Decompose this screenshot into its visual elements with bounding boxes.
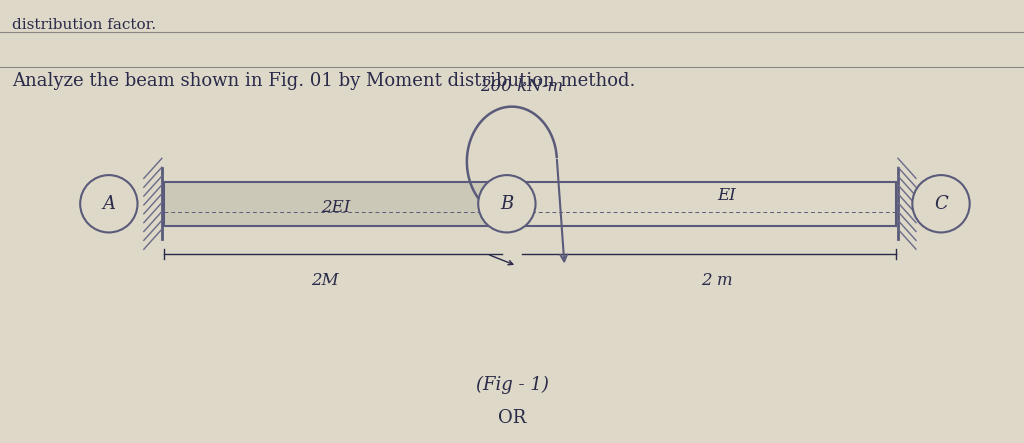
Text: distribution factor.: distribution factor. [12,18,156,32]
Text: 2M: 2M [311,272,339,289]
Text: (Fig - 1): (Fig - 1) [475,376,549,394]
Text: 200 kN-m: 200 kN-m [480,78,563,95]
Text: 2 m: 2 m [700,272,732,289]
Text: Analyze the beam shown in Fig. 01 by Moment distribution method.: Analyze the beam shown in Fig. 01 by Mom… [12,72,635,90]
Text: C: C [934,195,948,213]
Text: B: B [501,195,513,213]
Circle shape [912,175,970,233]
Bar [507,182,896,226]
Text: 2EI: 2EI [321,199,350,216]
Circle shape [478,175,536,233]
Bar [164,182,507,226]
Text: A: A [102,195,116,213]
Circle shape [80,175,137,233]
Text: EI: EI [717,187,736,204]
Text: OR: OR [498,409,526,427]
